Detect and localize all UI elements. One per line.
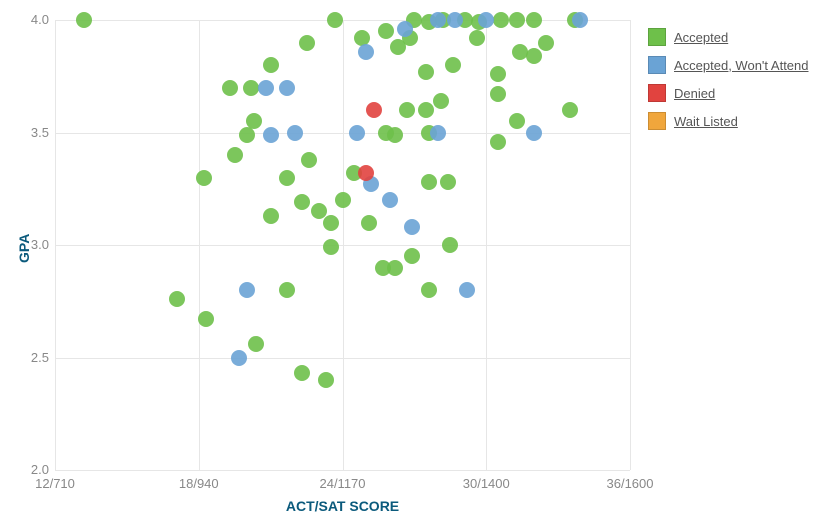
data-point-accepted[interactable] bbox=[526, 12, 542, 28]
data-point-accepted_wont[interactable] bbox=[239, 282, 255, 298]
data-point-accepted_wont[interactable] bbox=[526, 125, 542, 141]
data-point-accepted[interactable] bbox=[327, 12, 343, 28]
data-point-accepted[interactable] bbox=[279, 282, 295, 298]
data-point-accepted[interactable] bbox=[294, 365, 310, 381]
legend-swatch bbox=[648, 84, 666, 102]
data-point-accepted_wont[interactable] bbox=[404, 219, 420, 235]
data-point-accepted_wont[interactable] bbox=[430, 125, 446, 141]
data-point-accepted[interactable] bbox=[387, 260, 403, 276]
legend-label: Accepted bbox=[674, 30, 728, 45]
data-point-accepted[interactable] bbox=[169, 291, 185, 307]
y-tick-label: 2.0 bbox=[9, 462, 49, 477]
data-point-accepted[interactable] bbox=[263, 57, 279, 73]
data-point-accepted[interactable] bbox=[442, 237, 458, 253]
legend: Accepted Accepted, Won't Attend Denied Wait… bbox=[648, 28, 809, 140]
data-point-accepted[interactable] bbox=[490, 86, 506, 102]
data-point-accepted[interactable] bbox=[445, 57, 461, 73]
data-point-accepted[interactable] bbox=[421, 174, 437, 190]
legend-label: Accepted, Won't Attend bbox=[674, 58, 809, 73]
data-point-accepted[interactable] bbox=[196, 170, 212, 186]
data-point-accepted[interactable] bbox=[440, 174, 456, 190]
x-tick-label: 36/1600 bbox=[607, 476, 654, 491]
data-point-accepted[interactable] bbox=[469, 30, 485, 46]
data-point-accepted[interactable] bbox=[526, 48, 542, 64]
data-point-accepted[interactable] bbox=[335, 192, 351, 208]
data-point-accepted_wont[interactable] bbox=[358, 44, 374, 60]
data-point-accepted_wont[interactable] bbox=[279, 80, 295, 96]
y-gridline bbox=[55, 245, 630, 246]
y-gridline bbox=[55, 470, 630, 471]
data-point-accepted[interactable] bbox=[378, 23, 394, 39]
data-point-accepted[interactable] bbox=[361, 215, 377, 231]
data-point-accepted[interactable] bbox=[418, 102, 434, 118]
x-tick-label: 12/710 bbox=[35, 476, 75, 491]
data-point-accepted[interactable] bbox=[490, 134, 506, 150]
data-point-accepted[interactable] bbox=[562, 102, 578, 118]
data-point-accepted[interactable] bbox=[198, 311, 214, 327]
y-gridline bbox=[55, 358, 630, 359]
data-point-accepted[interactable] bbox=[299, 35, 315, 51]
data-point-accepted[interactable] bbox=[404, 248, 420, 264]
x-gridline bbox=[630, 20, 631, 470]
data-point-accepted[interactable] bbox=[512, 44, 528, 60]
data-point-accepted_wont[interactable] bbox=[263, 127, 279, 143]
legend-swatch bbox=[648, 112, 666, 130]
data-point-accepted_wont[interactable] bbox=[349, 125, 365, 141]
data-point-accepted[interactable] bbox=[490, 66, 506, 82]
data-point-accepted[interactable] bbox=[509, 113, 525, 129]
y-tick-label: 3.0 bbox=[9, 237, 49, 252]
data-point-accepted_wont[interactable] bbox=[459, 282, 475, 298]
data-point-denied[interactable] bbox=[358, 165, 374, 181]
data-point-accepted[interactable] bbox=[279, 170, 295, 186]
data-point-accepted[interactable] bbox=[263, 208, 279, 224]
y-tick-label: 2.5 bbox=[9, 350, 49, 365]
data-point-accepted_wont[interactable] bbox=[258, 80, 274, 96]
legend-label: Denied bbox=[674, 86, 715, 101]
data-point-accepted_wont[interactable] bbox=[430, 12, 446, 28]
data-point-accepted_wont[interactable] bbox=[382, 192, 398, 208]
y-tick-label: 3.5 bbox=[9, 125, 49, 140]
scatter-plot bbox=[55, 20, 630, 470]
y-tick-label: 4.0 bbox=[9, 12, 49, 27]
y-gridline bbox=[55, 133, 630, 134]
data-point-accepted[interactable] bbox=[538, 35, 554, 51]
x-tick-label: 24/1170 bbox=[319, 476, 365, 491]
data-point-accepted_wont[interactable] bbox=[231, 350, 247, 366]
data-point-accepted_wont[interactable] bbox=[572, 12, 588, 28]
data-point-accepted[interactable] bbox=[222, 80, 238, 96]
data-point-accepted[interactable] bbox=[421, 282, 437, 298]
data-point-accepted[interactable] bbox=[294, 194, 310, 210]
data-point-accepted[interactable] bbox=[433, 93, 449, 109]
data-point-accepted[interactable] bbox=[301, 152, 317, 168]
data-point-accepted_wont[interactable] bbox=[287, 125, 303, 141]
data-point-accepted_wont[interactable] bbox=[397, 21, 413, 37]
legend-item-waitlisted[interactable]: Wait Listed bbox=[648, 112, 809, 130]
data-point-denied[interactable] bbox=[366, 102, 382, 118]
legend-item-accepted[interactable]: Accepted bbox=[648, 28, 809, 46]
data-point-accepted[interactable] bbox=[399, 102, 415, 118]
legend-label: Wait Listed bbox=[674, 114, 738, 129]
data-point-accepted[interactable] bbox=[323, 215, 339, 231]
data-point-accepted[interactable] bbox=[390, 39, 406, 55]
legend-swatch bbox=[648, 56, 666, 74]
legend-swatch bbox=[648, 28, 666, 46]
data-point-accepted[interactable] bbox=[227, 147, 243, 163]
x-axis-label: ACT/SAT SCORE bbox=[286, 498, 399, 514]
data-point-accepted[interactable] bbox=[493, 12, 509, 28]
data-point-accepted[interactable] bbox=[318, 372, 334, 388]
data-point-accepted[interactable] bbox=[418, 64, 434, 80]
data-point-accepted[interactable] bbox=[509, 12, 525, 28]
data-point-accepted[interactable] bbox=[323, 239, 339, 255]
data-point-accepted[interactable] bbox=[387, 127, 403, 143]
data-point-accepted_wont[interactable] bbox=[478, 12, 494, 28]
data-point-accepted_wont[interactable] bbox=[447, 12, 463, 28]
x-tick-label: 30/1400 bbox=[463, 476, 510, 491]
x-tick-label: 18/940 bbox=[179, 476, 219, 491]
legend-item-accepted_wont[interactable]: Accepted, Won't Attend bbox=[648, 56, 809, 74]
data-point-accepted[interactable] bbox=[76, 12, 92, 28]
data-point-accepted[interactable] bbox=[248, 336, 264, 352]
data-point-accepted[interactable] bbox=[239, 127, 255, 143]
legend-item-denied[interactable]: Denied bbox=[648, 84, 809, 102]
